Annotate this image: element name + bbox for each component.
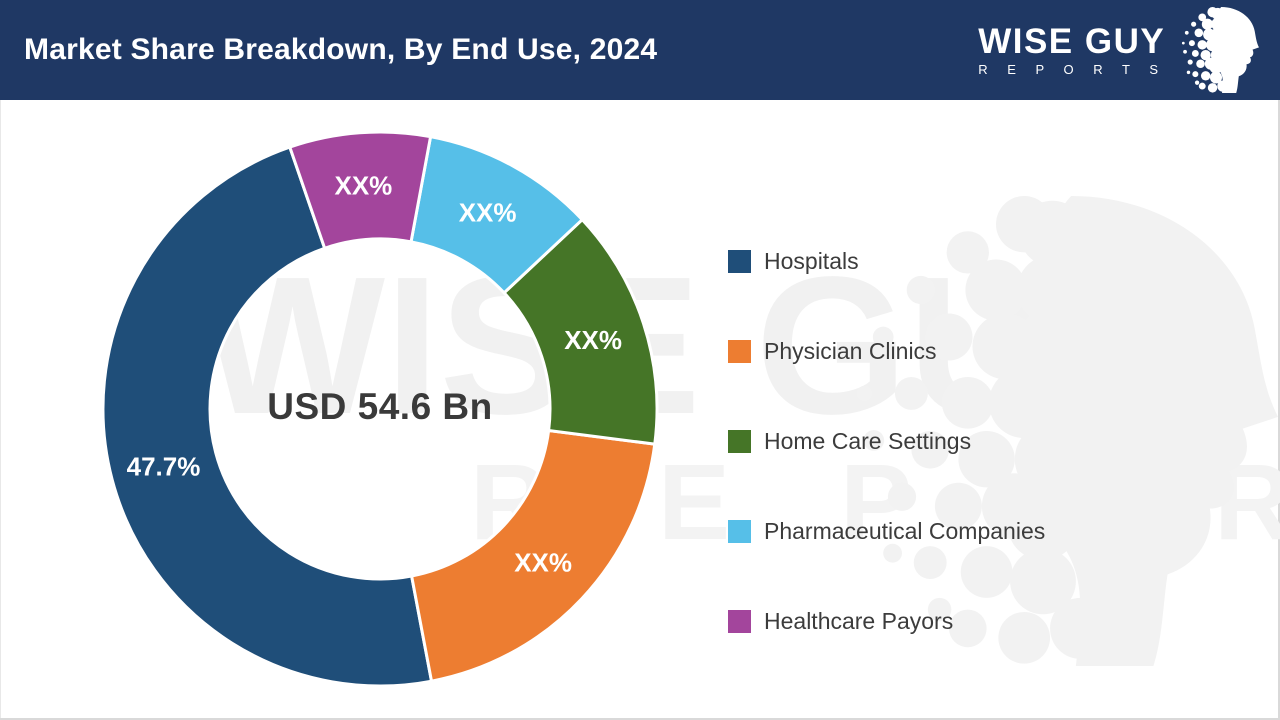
legend-swatch-icon xyxy=(728,339,751,363)
donut-segment xyxy=(101,145,434,688)
donut-segment xyxy=(410,429,657,683)
legend-swatch-icon xyxy=(728,519,751,543)
dot-head-icon xyxy=(1181,7,1259,93)
page-title: Market Share Breakdown, By End Use, 2024 xyxy=(24,33,658,66)
brand-text: WISE GUY R E P O R T S xyxy=(978,24,1166,76)
brand-logo: WISE GUY R E P O R T S xyxy=(978,7,1262,93)
legend-item: Physician Clinics xyxy=(728,336,937,366)
legend-label: Hospitals xyxy=(764,247,859,274)
donut-segment-label: XX% xyxy=(459,198,517,228)
legend-label: Physician Clinics xyxy=(764,337,937,364)
donut-segment-label: XX% xyxy=(514,548,572,578)
legend-item: Pharmaceutical Companies xyxy=(728,516,1045,546)
legend-swatch-icon xyxy=(728,429,751,453)
brand-subtitle: R E P O R T S xyxy=(978,62,1166,77)
legend-swatch-icon xyxy=(728,249,751,273)
donut-center-label: USD 54.6 Bn xyxy=(267,386,493,427)
donut-chart: 47.7% XX% XX% XX% XX% xyxy=(101,130,659,688)
legend-item: Home Care Settings xyxy=(728,426,971,456)
donut-segment-label: XX% xyxy=(334,171,392,201)
app-header: Market Share Breakdown, By End Use, 2024… xyxy=(0,0,1280,100)
legend-item: Hospitals xyxy=(728,246,859,276)
donut-segment-label: 47.7% xyxy=(127,451,201,481)
legend-label: Pharmaceutical Companies xyxy=(764,517,1046,544)
legend-label: Healthcare Payors xyxy=(764,607,954,634)
legend-label: Home Care Settings xyxy=(764,427,972,454)
legend-item: Healthcare Payors xyxy=(728,606,953,636)
donut-segment xyxy=(288,130,433,250)
donut-segment-label: XX% xyxy=(564,325,622,355)
brand-name: WISE GUY xyxy=(978,22,1166,61)
legend-swatch-icon xyxy=(728,609,751,633)
